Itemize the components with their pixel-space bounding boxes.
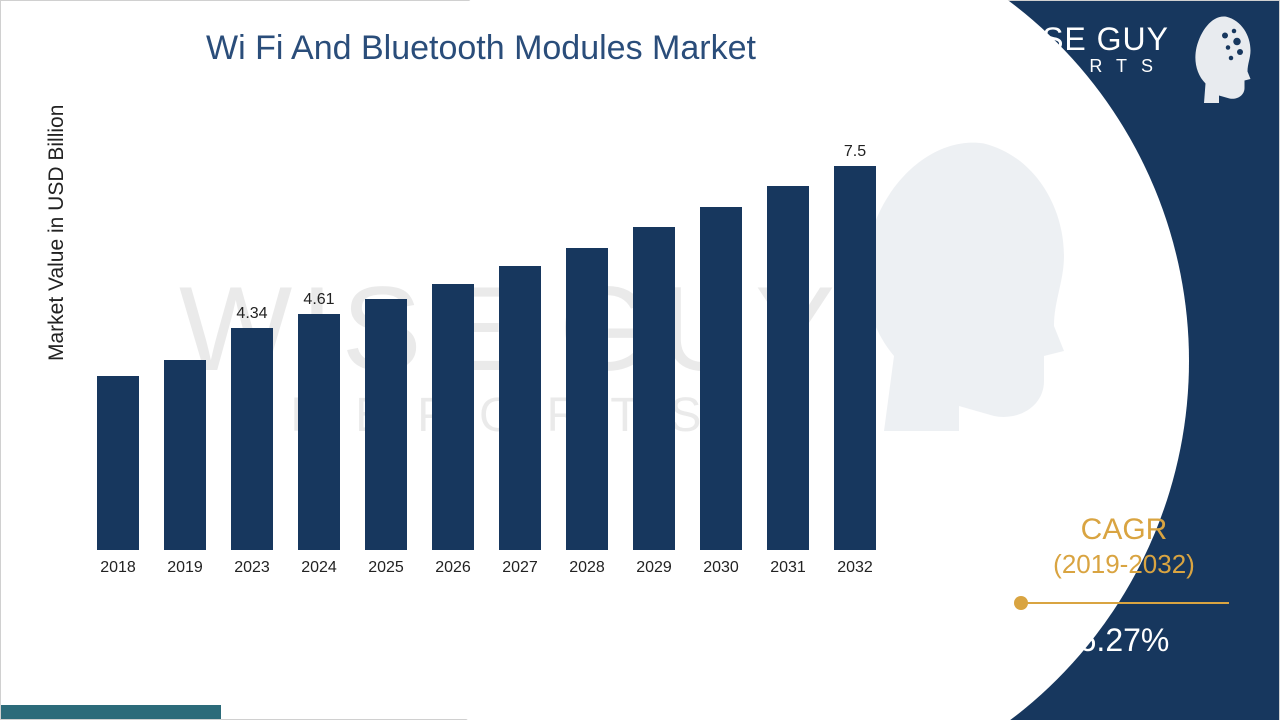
x-tick-label: 2030	[691, 559, 751, 577]
x-tick-label: 2028	[557, 559, 617, 577]
x-tick-label: 2031	[758, 559, 818, 577]
bar	[700, 207, 742, 550]
x-tick-label: 2019	[155, 559, 215, 577]
brand-sub: REPORTS	[982, 56, 1167, 77]
y-axis-label: Market Value in USD Billion	[45, 105, 69, 361]
infographic-canvas: WISE GUY REPORTS WISE GUY REPORTS Wi Fi …	[0, 0, 1280, 720]
bar	[633, 227, 675, 550]
bar-chart: 4.34 4.61 7.5 2018 2019 2023 2024 2025 2026 2027…	[91, 141, 891, 581]
bar	[767, 186, 809, 550]
x-tick-label: 2029	[624, 559, 684, 577]
x-tick-label: 2024	[289, 559, 349, 577]
cagr-divider	[1019, 602, 1229, 604]
x-tick-label: 2023	[222, 559, 282, 577]
bottom-accent-bar	[1, 705, 221, 719]
chart-title: Wi Fi And Bluetooth Modules Market	[1, 29, 961, 68]
x-tick-label: 2032	[825, 559, 885, 577]
bar	[834, 166, 876, 550]
x-tick-label: 2027	[490, 559, 550, 577]
cagr-label: CAGR	[999, 513, 1249, 547]
x-tick-label: 2018	[88, 559, 148, 577]
bar	[298, 314, 340, 550]
brand-head-icon	[1179, 13, 1259, 103]
bar-value-label: 4.34	[222, 305, 282, 323]
cagr-block: CAGR (2019-2032) 6.27%	[999, 513, 1249, 659]
bar	[432, 284, 474, 551]
bar	[499, 266, 541, 550]
brand-main: WISE GUY	[982, 21, 1169, 58]
bar-value-label: 4.61	[289, 291, 349, 309]
bar-value-label: 7.5	[825, 143, 885, 161]
x-tick-label: 2025	[356, 559, 416, 577]
cagr-range: (2019-2032)	[999, 549, 1249, 580]
bar	[164, 360, 206, 550]
cagr-value: 6.27%	[999, 622, 1249, 659]
bar	[365, 299, 407, 550]
brand-logo: WISE GUY REPORTS	[982, 21, 1169, 77]
bar	[566, 248, 608, 550]
bar	[97, 376, 139, 550]
plot-area: 4.34 4.61 7.5	[91, 141, 891, 551]
bar	[231, 328, 273, 550]
x-tick-label: 2026	[423, 559, 483, 577]
